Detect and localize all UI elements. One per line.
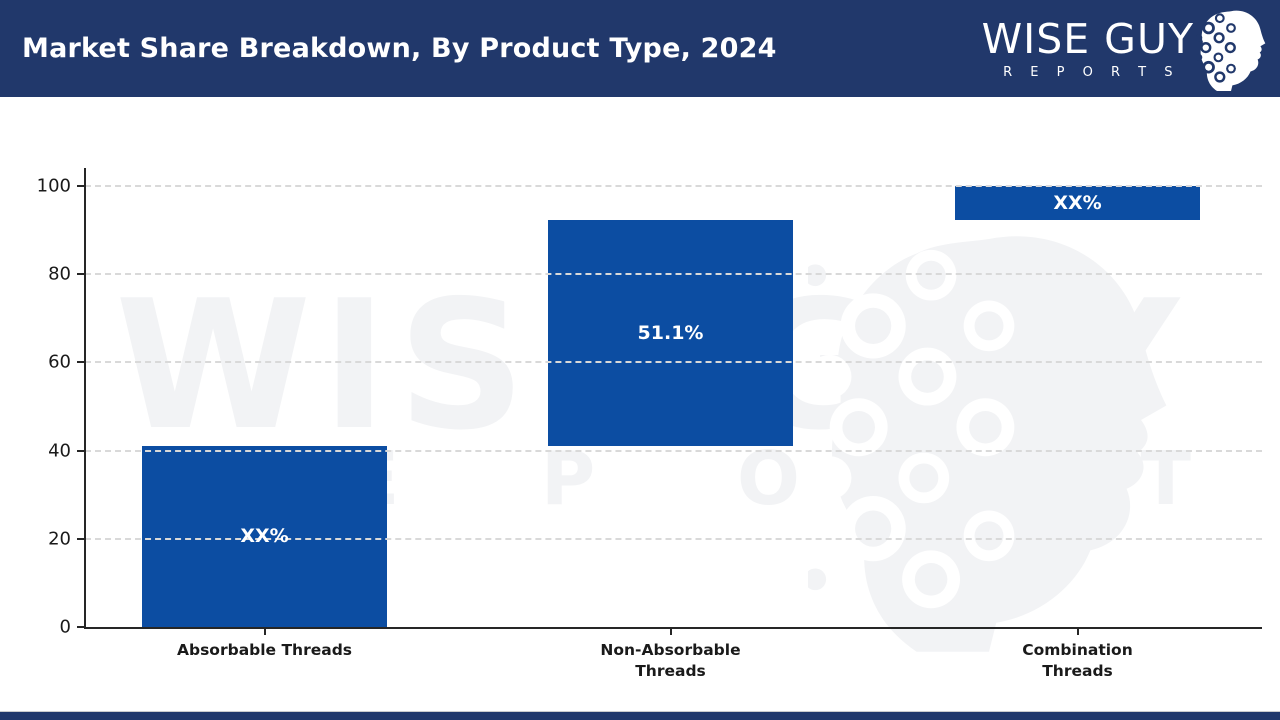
y-tick-label-60: 60 [48,351,71,373]
y-tick-mark-80 [77,273,85,276]
bar-0 [142,445,387,627]
gridline-40 [85,449,1262,452]
wiseguy-logo-name: WISE GUY [981,14,1194,63]
y-tick-mark-0 [77,626,85,628]
bar-1 [548,220,793,446]
x-axis-line [84,627,1262,629]
page-title: Market Share Breakdown, By Product Type,… [22,33,777,64]
bar-value-label-1: 51.1% [637,322,704,345]
y-tick-mark-100 [77,185,85,187]
wiseguy-logo-sub: R E P O R T S [1003,64,1180,80]
gridline-20 [85,537,1262,540]
watermark-face-icon [808,236,1167,652]
x-category-label-2: Combination Threads [1022,641,1133,680]
y-tick-label-40: 40 [48,440,71,462]
bar-value-label-2: XX% [1053,192,1102,215]
y-tick-mark-60 [77,361,85,364]
header-band: Market Share Breakdown, By Product Type,… [0,0,1280,97]
wiseguy-face-icon [1196,10,1266,91]
gridline-60 [85,361,1262,364]
footer-strip [0,712,1280,720]
chart-area: WISE GUY R E P O R T S 020406080100XX%51… [0,97,1280,712]
footer-divider [0,711,1280,712]
gridline-80 [85,273,1262,276]
bar-2 [955,186,1200,221]
y-tick-label-80: 80 [48,263,71,285]
gridline-100 [85,185,1262,187]
x-tick-mark-0 [263,629,266,635]
x-category-label-1: Non-Absorbable Threads [600,641,741,680]
wiseguy-logo: WISE GUY R E P O R T S [982,7,1266,91]
bar-value-label-0: XX% [240,525,289,548]
x-tick-mark-1 [669,629,672,635]
y-tick-mark-20 [77,537,85,540]
y-tick-label-0: 0 [59,616,71,638]
x-category-label-0: Absorbable Threads [176,641,353,659]
plot: 0 20 40 60 80 100 XX% 51.1% XX% Absorbable Thread… [0,97,1280,712]
wiseguy-logo-text: WISE GUY R E P O R T S [981,14,1194,80]
y-axis-line [84,168,86,629]
y-tick-label-100: 100 [36,175,71,197]
x-tick-mark-2 [1076,629,1079,635]
y-tick-label-20: 20 [48,528,71,550]
y-tick-mark-40 [77,449,85,452]
